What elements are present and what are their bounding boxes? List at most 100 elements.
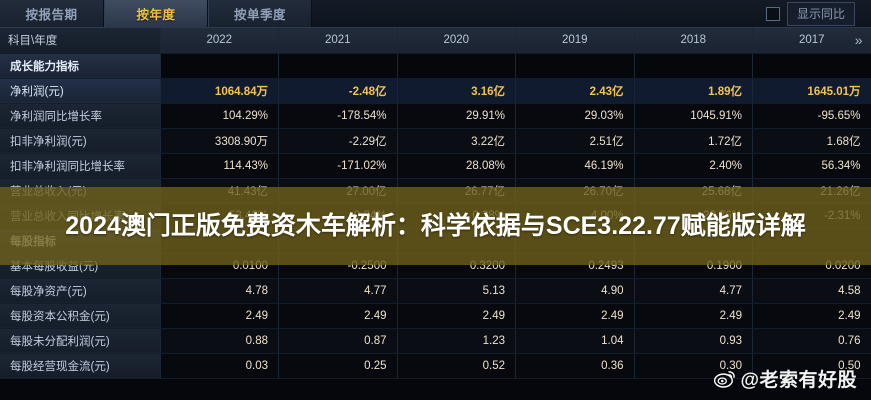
row-label: 每股资本公积金(元): [0, 303, 161, 329]
table-cell: 4.58: [752, 278, 871, 304]
table-section-row[interactable]: 每股指标: [0, 228, 871, 254]
table-cell: [634, 53, 753, 79]
table-cell: 2.49: [634, 303, 753, 329]
table-cell: [752, 228, 871, 254]
tab-by-report-period[interactable]: 按报告期: [0, 0, 104, 27]
table-cell: 0.84%: [278, 203, 398, 229]
table-cell: [160, 228, 279, 254]
header-year-2019[interactable]: 2019: [515, 28, 635, 54]
table-cell: 2.49: [752, 303, 871, 329]
tab-by-single-quarter[interactable]: 按单季度: [208, 0, 312, 27]
table-row[interactable]: 营业总收入同比增长率 53.46% 0.84% 0.28% 4.00% 20.76% -2.…: [0, 203, 871, 229]
table-cell: 104.29%: [160, 103, 279, 129]
financial-table-scroll[interactable]: 科目\年度 2022 2021 2020 2019 2018 2017 » 成长…: [0, 28, 871, 400]
table-cell: 0.87: [278, 328, 398, 354]
table-cell: [397, 53, 516, 79]
table-cell: 46.19%: [515, 153, 635, 179]
table-row[interactable]: 每股未分配利润(元) 0.88 0.87 1.23 1.04 0.93 0.76: [0, 328, 871, 354]
table-cell: 0.88: [160, 328, 279, 354]
table-cell: 0.03: [160, 353, 279, 379]
row-label: 每股指标: [0, 228, 161, 254]
table-cell: 2.49: [160, 303, 279, 329]
financial-table: 科目\年度 2022 2021 2020 2019 2018 2017 » 成长…: [0, 28, 871, 379]
table-cell: 53.46%: [160, 203, 279, 229]
table-cell: [752, 53, 871, 79]
table-cell: 2.49: [515, 303, 635, 329]
tab-label: 按报告期: [25, 8, 78, 22]
table-row[interactable]: 每股资本公积金(元) 2.49 2.49 2.49 2.49 2.49 2.49: [0, 303, 871, 329]
table-cell: 28.08%: [397, 153, 516, 179]
table-cell: [515, 53, 635, 79]
table-cell: [278, 228, 398, 254]
table-cell: 26.77亿: [397, 178, 516, 204]
table-cell: 0.76: [752, 328, 871, 354]
row-label: 营业总收入同比增长率: [0, 203, 161, 229]
table-row[interactable]: 营业总收入(元) 41.43亿 27.00亿 26.77亿 26.70亿 25.68亿 21…: [0, 178, 871, 204]
table-cell: -95.65%: [752, 103, 871, 129]
header-year-2020[interactable]: 2020: [397, 28, 516, 54]
tab-label: 按年度: [136, 8, 176, 22]
table-cell: 0.93: [634, 328, 753, 354]
table-row-highlighted[interactable]: 净利润(元) 1064.84万 -2.48亿 3.16亿 2.43亿 1.89亿 1645.…: [0, 78, 871, 104]
table-row[interactable]: 扣非净利润同比增长率 114.43% -171.02% 28.08% 46.19% 2.4…: [0, 153, 871, 179]
table-row[interactable]: 扣非净利润(元) 3308.90万 -2.29亿 3.22亿 2.51亿 1.72亿 1.6…: [0, 128, 871, 154]
table-row[interactable]: 每股净资产(元) 4.78 4.77 5.13 4.90 4.77 4.58: [0, 278, 871, 304]
table-body: 成长能力指标 净利润(元) 1064.84万 -2.48亿 3.16亿 2.43亿 1.89…: [0, 53, 871, 379]
table-row[interactable]: 每股经营现金流(元) 0.03 0.25 0.52 0.36 0.30 0.50: [0, 353, 871, 379]
header-year-2018[interactable]: 2018: [634, 28, 753, 54]
table-cell: [515, 228, 635, 254]
tab-by-year[interactable]: 按年度: [104, 0, 208, 27]
table-section-row[interactable]: 成长能力指标: [0, 53, 871, 79]
table-cell: 3.16亿: [397, 78, 516, 104]
table-head: 科目\年度 2022 2021 2020 2019 2018 2017 »: [0, 28, 871, 54]
table-cell: 27.00亿: [278, 178, 398, 204]
table-header-row: 科目\年度 2022 2021 2020 2019 2018 2017 »: [0, 28, 871, 54]
table-row[interactable]: 基本每股收益(元) 0.0100 -0.2500 0.3200 0.2493 0.1900…: [0, 253, 871, 279]
table-cell: 56.34%: [752, 153, 871, 179]
row-label: 净利润同比增长率: [0, 103, 161, 129]
table-cell: 0.1900: [634, 253, 753, 279]
show-yoy-control: 显示同比: [765, 0, 871, 27]
table-cell: 4.00%: [515, 203, 635, 229]
table-cell: 0.50: [752, 353, 871, 379]
table-cell: -0.2500: [278, 253, 398, 279]
table-cell: 29.03%: [515, 103, 635, 129]
table-cell: 2.43亿: [515, 78, 635, 104]
header-year-2022[interactable]: 2022: [160, 28, 279, 54]
table-cell: 20.76%: [634, 203, 753, 229]
table-row[interactable]: 净利润同比增长率 104.29% -178.54% 29.91% 29.03% 1045.…: [0, 103, 871, 129]
table-cell: -2.31%: [752, 203, 871, 229]
table-cell: [160, 53, 279, 79]
tabbar-spacer: [312, 0, 766, 27]
table-cell: 1.23: [397, 328, 516, 354]
row-label: 每股净资产(元): [0, 278, 161, 304]
table-cell: 1.68亿: [752, 128, 871, 154]
table-cell: 0.52: [397, 353, 516, 379]
table-cell: 2.49: [278, 303, 398, 329]
show-yoy-label[interactable]: 显示同比: [786, 1, 855, 26]
table-cell: 25.68亿: [634, 178, 753, 204]
table-cell: 4.78: [160, 278, 279, 304]
show-yoy-checkbox[interactable]: [765, 6, 780, 21]
table-cell: 1.89亿: [634, 78, 753, 104]
tab-label: 按单季度: [233, 8, 286, 22]
row-label: 基本每股收益(元): [0, 253, 161, 279]
chevron-double-right-icon[interactable]: »: [854, 32, 863, 49]
table-cell: 0.0100: [160, 253, 279, 279]
table-cell: -2.29亿: [278, 128, 398, 154]
table-cell: 0.25: [278, 353, 398, 379]
row-label: 成长能力指标: [0, 53, 161, 79]
table-cell: 2.40%: [634, 153, 753, 179]
header-year-label: 2017: [798, 34, 825, 47]
table-cell: 0.36: [515, 353, 635, 379]
table-cell: 0.28%: [397, 203, 516, 229]
table-cell: 1064.84万: [160, 78, 279, 104]
row-label: 每股未分配利润(元): [0, 328, 161, 354]
header-year-2021[interactable]: 2021: [278, 28, 398, 54]
table-cell: 114.43%: [160, 153, 279, 179]
table-cell: 5.13: [397, 278, 516, 304]
table-cell: [634, 228, 753, 254]
table-cell: 2.51亿: [515, 128, 635, 154]
header-year-2017[interactable]: 2017 »: [752, 28, 871, 54]
